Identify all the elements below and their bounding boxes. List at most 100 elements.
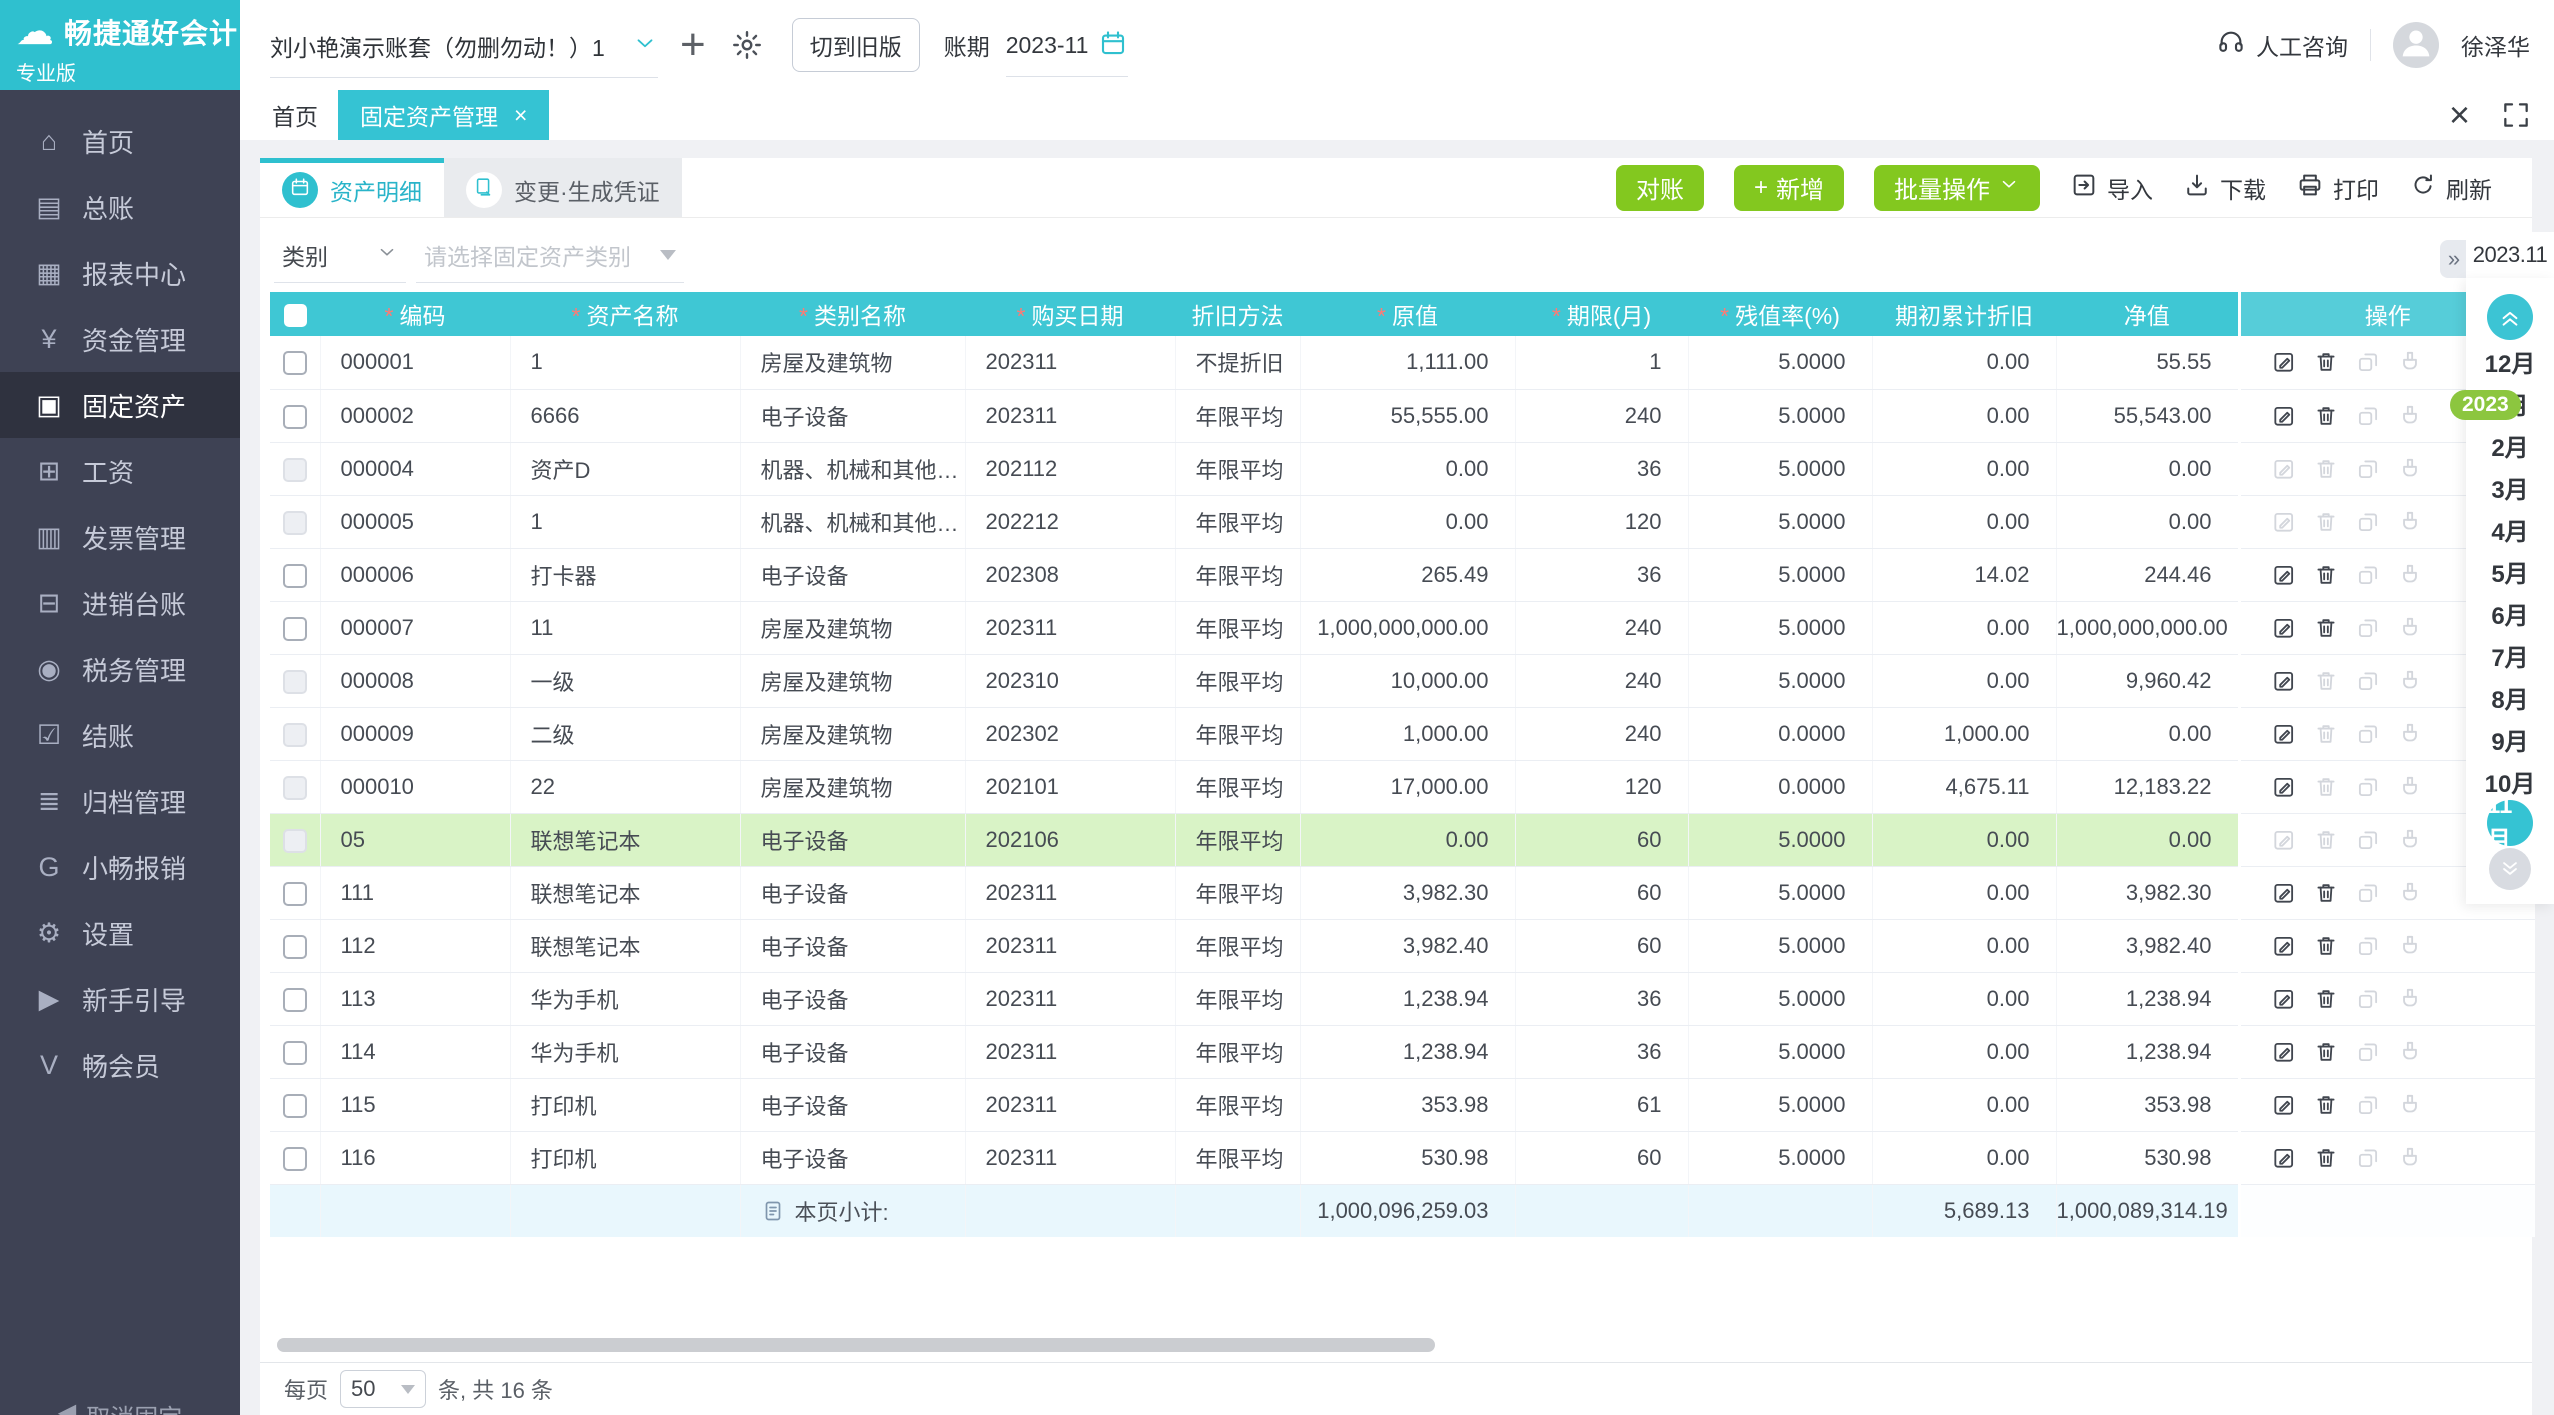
edit-icon[interactable] xyxy=(2271,774,2297,800)
gear-icon[interactable] xyxy=(730,28,764,62)
calendar-scroll-up-button[interactable] xyxy=(2487,294,2533,340)
reconcile-button[interactable]: 对账 xyxy=(1615,164,1704,211)
add-button[interactable]: + 新增 xyxy=(1733,164,1844,211)
trash-icon[interactable] xyxy=(2313,615,2339,641)
trash-icon[interactable] xyxy=(2313,1092,2339,1118)
edit-icon[interactable] xyxy=(2271,986,2297,1012)
trash-icon[interactable] xyxy=(2313,349,2339,375)
trash-icon[interactable] xyxy=(2313,403,2339,429)
asset-category-input[interactable]: 请选择固定资产类别 xyxy=(416,228,684,283)
sidebar-item-salary[interactable]: ⊞ 工资 xyxy=(0,438,240,504)
trash-icon[interactable] xyxy=(2313,880,2339,906)
row-checkbox[interactable] xyxy=(282,1146,307,1171)
refresh-button[interactable]: 刷新 xyxy=(2409,171,2492,205)
sidebar-item-settings[interactable]: ⚙ 设置 xyxy=(0,900,240,966)
close-icon[interactable]: × xyxy=(2448,94,2470,135)
calendar-month-3月[interactable]: 3月 xyxy=(2491,476,2529,504)
edit-icon[interactable] xyxy=(2271,1145,2297,1171)
filter-field-selector[interactable]: 类别 xyxy=(274,228,406,283)
tab-fixed-assets[interactable]: 固定资产管理 × xyxy=(338,90,550,140)
row-checkbox[interactable] xyxy=(282,404,307,429)
avatar[interactable] xyxy=(2393,22,2439,68)
sidebar-item-funds[interactable]: ¥ 资金管理 xyxy=(0,306,240,372)
print-button[interactable]: 打印 xyxy=(2296,171,2379,205)
per-page-selector[interactable]: 50 xyxy=(340,1370,427,1408)
sidebar-unpin[interactable]: ◀ 取消固定 xyxy=(0,1398,240,1415)
cell-net: 0.00 xyxy=(2056,707,2240,761)
sidebar-item-reimburse[interactable]: G 小畅报销 xyxy=(0,834,240,900)
trash-icon[interactable] xyxy=(2313,1145,2339,1171)
column-header-rate: * 残值率(%) xyxy=(1688,292,1872,336)
cell-category: 房屋及建筑物 xyxy=(740,336,966,390)
row-checkbox[interactable] xyxy=(282,563,307,588)
tab-home-label: 首页 xyxy=(272,104,318,130)
edit-icon[interactable] xyxy=(2271,668,2297,694)
trash-icon[interactable] xyxy=(2313,562,2339,588)
edit-icon[interactable] xyxy=(2271,349,2297,375)
select-all-checkbox[interactable] xyxy=(283,303,307,327)
sidebar-item-report-center[interactable]: ▦ 报表中心 xyxy=(0,240,240,306)
edit-icon[interactable] xyxy=(2271,880,2297,906)
row-checkbox[interactable] xyxy=(282,616,307,641)
row-checkbox[interactable] xyxy=(282,1093,307,1118)
download-button[interactable]: 下载 xyxy=(2183,171,2266,205)
calendar-month-6月[interactable]: 6月 xyxy=(2491,602,2529,630)
cell-category: 电子设备 xyxy=(740,1078,966,1132)
edit-icon[interactable] xyxy=(2271,1092,2297,1118)
subtab-asset-detail[interactable]: 资产明细 xyxy=(260,158,444,217)
row-checkbox[interactable] xyxy=(282,987,307,1012)
sidebar-item-closing[interactable]: ☑ 结账 xyxy=(0,702,240,768)
support-button[interactable]: 人工咨询 xyxy=(2216,27,2348,63)
calendar-month-11月[interactable]: 11月 xyxy=(2487,792,2533,854)
edit-icon[interactable] xyxy=(2271,562,2297,588)
row-checkbox[interactable] xyxy=(282,1040,307,1065)
sidebar-item-guide[interactable]: ▶ 新手引导 xyxy=(0,966,240,1032)
edit-icon[interactable] xyxy=(2271,1039,2297,1065)
row-checkbox[interactable] xyxy=(282,934,307,959)
sidebar-item-purchase-sales[interactable]: ⊟ 进销台账 xyxy=(0,570,240,636)
subtab-change-voucher[interactable]: 变更·生成凭证 xyxy=(444,158,682,217)
batch-actions-button[interactable]: 批量操作 xyxy=(1874,164,2040,211)
row-checkbox[interactable] xyxy=(282,881,307,906)
sidebar-item-fixed-assets[interactable]: ▣ 固定资产 xyxy=(0,372,240,438)
cell-net: 530.98 xyxy=(2056,1131,2240,1185)
sidebar-item-tax[interactable]: ◉ 税务管理 xyxy=(0,636,240,702)
tab-home[interactable]: 首页 xyxy=(262,90,328,140)
edit-icon[interactable] xyxy=(2271,933,2297,959)
calendar-month-12月[interactable]: 12月 xyxy=(2484,350,2536,378)
sidebar-item-general-ledger[interactable]: ▤ 总账 xyxy=(0,174,240,240)
tab-close-icon[interactable]: × xyxy=(514,101,528,128)
sidebar-item-home[interactable]: ⌂ 首页 xyxy=(0,108,240,174)
calendar-collapse-handle[interactable]: » xyxy=(2440,240,2468,278)
sidebar-item-member[interactable]: V 畅会员 xyxy=(0,1032,240,1098)
horizontal-scrollbar-thumb[interactable] xyxy=(277,1338,1435,1352)
fullscreen-icon[interactable] xyxy=(2500,99,2532,131)
calendar-month-2月[interactable]: 2月 xyxy=(2491,434,2529,462)
transfer-icon xyxy=(2355,1145,2381,1171)
download-icon xyxy=(2183,171,2211,205)
edit-icon[interactable] xyxy=(2271,615,2297,641)
calendar-month-10月[interactable]: 10月 xyxy=(2484,770,2536,798)
sidebar-item-archive[interactable]: ≣ 归档管理 xyxy=(0,768,240,834)
import-button[interactable]: 导入 xyxy=(2070,171,2153,205)
row-checkbox[interactable] xyxy=(282,351,307,376)
trash-icon[interactable] xyxy=(2313,986,2339,1012)
trash-icon[interactable] xyxy=(2313,1039,2339,1065)
edit-icon[interactable] xyxy=(2271,721,2297,747)
calendar-month-4月[interactable]: 4月 xyxy=(2491,518,2529,546)
calendar-month-8月[interactable]: 8月 xyxy=(2491,686,2529,714)
trash-icon[interactable] xyxy=(2313,933,2339,959)
cell-category: 电子设备 xyxy=(740,1131,966,1185)
calendar-month-7月[interactable]: 7月 xyxy=(2491,644,2529,672)
period-picker[interactable]: 2023-11 xyxy=(1005,28,1129,77)
calendar-month-9月[interactable]: 9月 xyxy=(2491,728,2529,756)
switch-old-version-button[interactable]: 切到旧版 xyxy=(791,18,920,72)
add-account-set-button[interactable]: + xyxy=(680,20,706,69)
sidebar-item-invoice[interactable]: ▥ 发票管理 xyxy=(0,504,240,570)
account-set-selector[interactable]: 刘小艳演示账套（勿删勿动！）1 xyxy=(270,29,658,78)
calendar-scroll-down-button[interactable] xyxy=(2489,848,2531,890)
trash-icon xyxy=(2313,827,2339,853)
cell-category: 电子设备 xyxy=(740,813,966,867)
edit-icon[interactable] xyxy=(2271,403,2297,429)
calendar-month-5月[interactable]: 5月 xyxy=(2491,560,2529,588)
